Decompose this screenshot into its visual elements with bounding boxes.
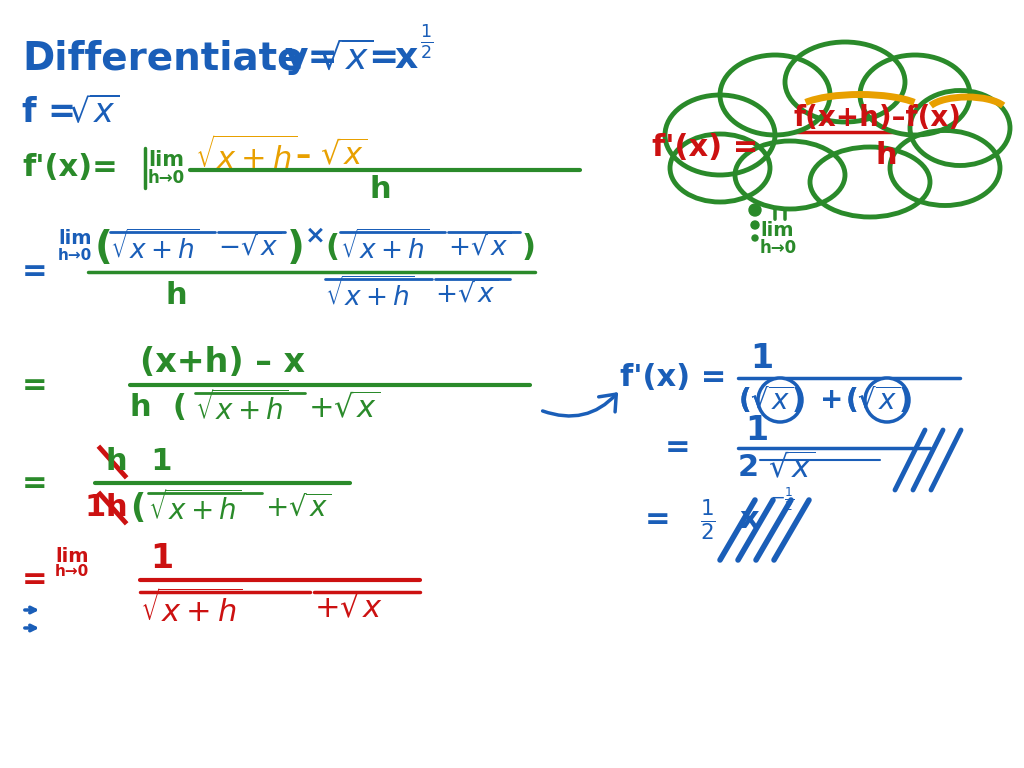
Text: 1: 1 xyxy=(750,342,773,375)
Text: =: = xyxy=(665,433,690,462)
Ellipse shape xyxy=(720,55,830,135)
Text: f(x+h)–f(x): f(x+h)–f(x) xyxy=(793,104,961,132)
Text: h  (: h ( xyxy=(130,393,186,422)
Ellipse shape xyxy=(910,91,1010,165)
Text: h→0: h→0 xyxy=(148,169,185,187)
Text: h→0: h→0 xyxy=(55,564,89,580)
Text: lim: lim xyxy=(55,547,88,565)
Text: $\sqrt{x+h}$: $\sqrt{x+h}$ xyxy=(325,278,415,313)
Text: $^{-\frac{1}{2}}$: $^{-\frac{1}{2}}$ xyxy=(770,493,795,518)
Text: h→0: h→0 xyxy=(58,249,92,263)
Text: =: = xyxy=(368,41,398,75)
Circle shape xyxy=(865,378,909,422)
Text: h: h xyxy=(370,176,391,204)
Text: =: = xyxy=(22,257,48,286)
Text: $\sqrt{x+h}$: $\sqrt{x+h}$ xyxy=(195,390,289,426)
Text: ($\sqrt{x}$): ($\sqrt{x}$) xyxy=(845,384,911,415)
Text: $\frac{1}{2}$: $\frac{1}{2}$ xyxy=(420,23,433,61)
Ellipse shape xyxy=(890,131,1000,206)
Text: (: ( xyxy=(325,233,339,263)
Text: $\frac{1}{2}$: $\frac{1}{2}$ xyxy=(700,497,716,543)
Text: lim: lim xyxy=(58,229,91,247)
Text: h→0: h→0 xyxy=(760,239,797,257)
Ellipse shape xyxy=(665,95,775,175)
Text: ($\sqrt{x}$): ($\sqrt{x}$) xyxy=(845,384,911,415)
Text: lim: lim xyxy=(148,150,184,170)
Text: (: ( xyxy=(130,492,145,525)
Text: =: = xyxy=(22,468,48,498)
Circle shape xyxy=(758,378,802,422)
Text: $+\sqrt{x}$: $+\sqrt{x}$ xyxy=(435,281,498,309)
Circle shape xyxy=(752,235,758,241)
Text: $\sqrt{x}$: $\sqrt{x}$ xyxy=(768,452,815,484)
Text: =: = xyxy=(22,370,48,399)
Text: h: h xyxy=(105,448,127,476)
Text: ): ) xyxy=(522,233,536,263)
Text: 2: 2 xyxy=(738,453,759,482)
Text: $\sqrt{x+h}$: $\sqrt{x+h}$ xyxy=(148,490,242,526)
Text: lim: lim xyxy=(760,220,794,240)
Text: 1: 1 xyxy=(150,541,173,574)
Circle shape xyxy=(751,221,759,229)
Text: 1: 1 xyxy=(745,413,768,446)
Text: ): ) xyxy=(287,229,305,267)
Text: x: x xyxy=(740,505,760,535)
Text: ($\sqrt{x}$): ($\sqrt{x}$) xyxy=(738,384,804,415)
Text: h: h xyxy=(165,280,186,310)
Text: f'(x) =: f'(x) = xyxy=(652,134,759,163)
Text: $+ \sqrt{x}$: $+ \sqrt{x}$ xyxy=(308,392,381,424)
Text: $\sqrt{x+h}$: $\sqrt{x+h}$ xyxy=(110,230,200,266)
Text: f'(x) =: f'(x) = xyxy=(620,363,726,392)
Text: x: x xyxy=(394,41,417,75)
Ellipse shape xyxy=(670,134,770,202)
Ellipse shape xyxy=(860,55,970,135)
Text: 1: 1 xyxy=(85,494,106,522)
Text: y=: y= xyxy=(285,41,339,75)
Text: –: – xyxy=(295,141,310,170)
Text: =: = xyxy=(645,505,671,535)
Text: ×: × xyxy=(305,224,326,248)
Text: h: h xyxy=(105,494,127,522)
Text: $\sqrt{x+h}$: $\sqrt{x+h}$ xyxy=(195,135,297,174)
Text: =: = xyxy=(22,565,48,594)
Ellipse shape xyxy=(785,42,905,122)
Text: ($\sqrt{x}$): ($\sqrt{x}$) xyxy=(738,384,804,415)
Text: $\sqrt{x+h}$: $\sqrt{x+h}$ xyxy=(340,230,429,266)
Circle shape xyxy=(749,204,761,216)
Text: f =: f = xyxy=(22,95,88,128)
FancyArrowPatch shape xyxy=(543,394,616,416)
Text: $- \sqrt{x}$: $- \sqrt{x}$ xyxy=(218,234,282,262)
Text: Differentiate: Differentiate xyxy=(22,39,303,77)
Text: h: h xyxy=(874,141,897,170)
Text: 1: 1 xyxy=(130,448,172,476)
Text: $+ \sqrt{x}$: $+ \sqrt{x}$ xyxy=(265,494,332,522)
Text: (x+h) – x: (x+h) – x xyxy=(140,346,305,379)
Ellipse shape xyxy=(810,147,930,217)
Text: $\sqrt{x+h}$: $\sqrt{x+h}$ xyxy=(140,588,243,627)
Ellipse shape xyxy=(735,141,845,209)
Text: $\sqrt{x}$: $\sqrt{x}$ xyxy=(318,41,374,76)
Text: +: + xyxy=(820,386,844,414)
Text: $+ \sqrt{x}$: $+ \sqrt{x}$ xyxy=(314,592,387,624)
Text: $\sqrt{x}$: $\sqrt{x}$ xyxy=(68,95,120,129)
Text: $\sqrt{x}$: $\sqrt{x}$ xyxy=(319,139,368,171)
Text: (: ( xyxy=(95,229,113,267)
Text: $+ \sqrt{x}$: $+ \sqrt{x}$ xyxy=(449,234,511,262)
Text: f'(x)=: f'(x)= xyxy=(22,154,118,183)
